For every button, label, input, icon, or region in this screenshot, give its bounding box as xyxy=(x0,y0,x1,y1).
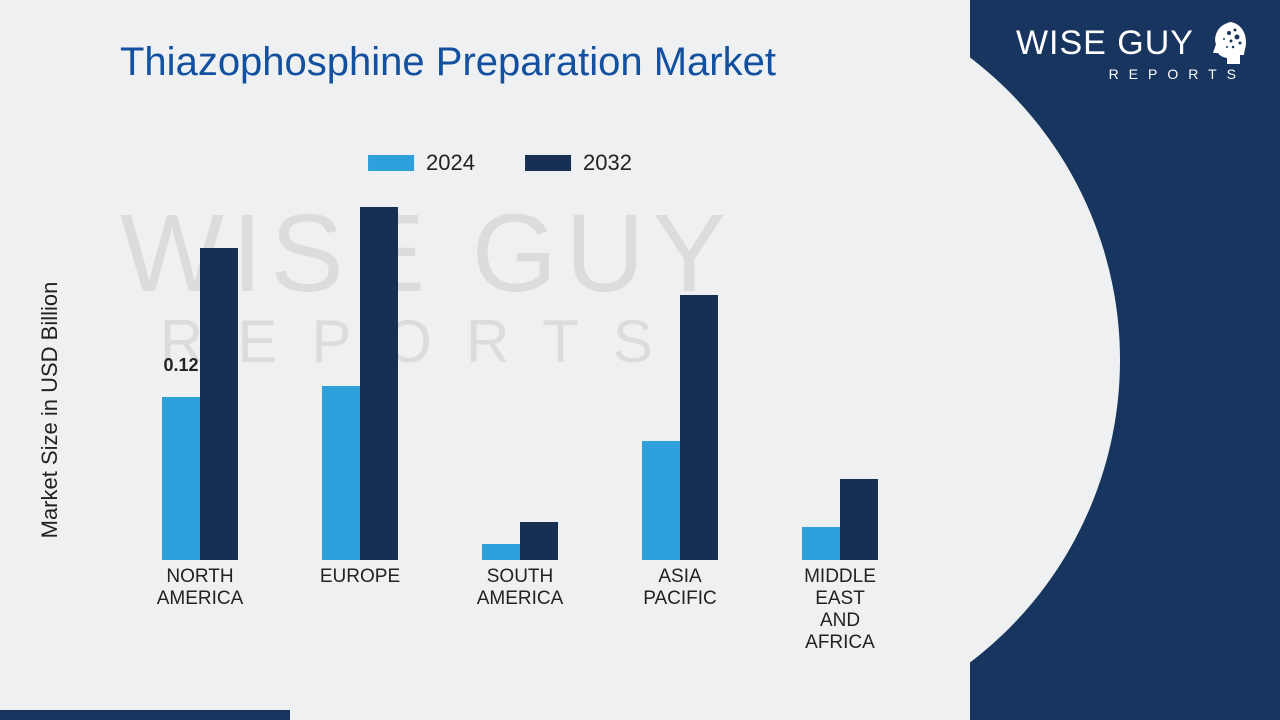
bar-series-a xyxy=(322,386,360,560)
right-panel xyxy=(970,0,1280,720)
category-label: SOUTHAMERICA xyxy=(450,560,590,610)
legend-swatch-a xyxy=(368,155,414,171)
bar-value-label: 0.12 xyxy=(163,355,198,376)
bottom-accent-bar xyxy=(0,710,290,720)
legend: 2024 2032 xyxy=(368,150,632,176)
chart-area: Market Size in USD Billion 2024 2032 0.1… xyxy=(60,150,940,670)
category-label: NORTHAMERICA xyxy=(130,560,270,610)
category-label: MIDDLEEASTANDAFRICA xyxy=(770,560,910,653)
bar-series-a xyxy=(802,527,840,560)
category-label: ASIAPACIFIC xyxy=(610,560,750,610)
logo-text-line2: REPORTS xyxy=(1016,66,1250,82)
bar-series-a xyxy=(482,544,520,560)
legend-label-b: 2032 xyxy=(583,150,632,176)
category-label: EUROPE xyxy=(290,560,430,588)
legend-item-2024: 2024 xyxy=(368,150,475,176)
bar-series-b xyxy=(520,522,558,560)
bar-series-b xyxy=(360,207,398,560)
brand-logo: WISE GUY REPORTS xyxy=(1016,18,1250,82)
page-root: WISE GUY REPORTS WISE GUY REPORTS Thiaz xyxy=(0,0,1280,720)
head-icon xyxy=(1200,18,1250,68)
legend-swatch-b xyxy=(525,155,571,171)
bar-series-b xyxy=(840,479,878,560)
legend-item-2032: 2032 xyxy=(525,150,632,176)
bar-series-a xyxy=(162,397,200,560)
plot-area: 0.12NORTHAMERICAEUROPESOUTHAMERICAASIAPA… xyxy=(140,180,940,560)
logo-text-line1: WISE GUY xyxy=(1016,24,1194,63)
y-axis-label: Market Size in USD Billion xyxy=(37,282,63,539)
legend-label-a: 2024 xyxy=(426,150,475,176)
bar-series-a xyxy=(642,441,680,560)
bar-series-b xyxy=(200,248,238,560)
bar-series-b xyxy=(680,295,718,560)
chart-title: Thiazophosphine Preparation Market xyxy=(120,40,776,85)
